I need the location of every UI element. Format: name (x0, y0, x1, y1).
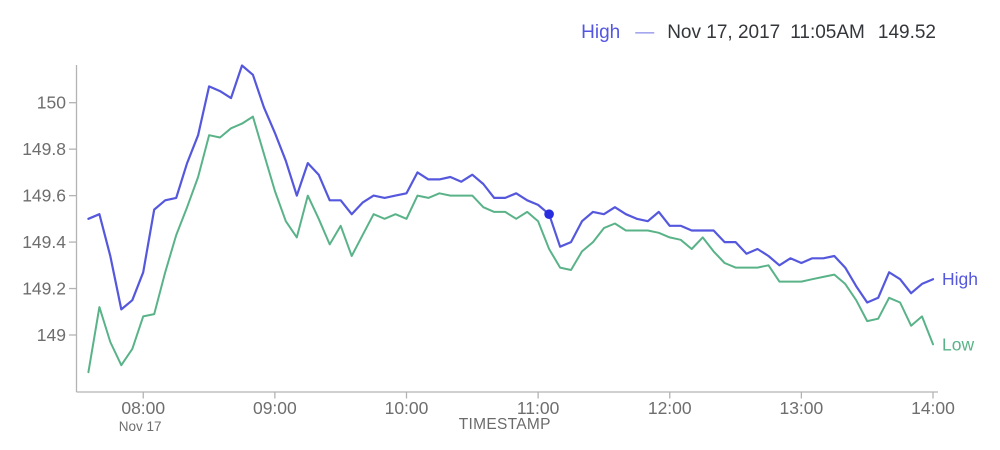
legend-value: 149.52 (877, 22, 936, 43)
x-tick-label: 12:00 (648, 398, 692, 418)
y-tick-label: 149.8 (22, 139, 66, 159)
high-end-label: High (942, 269, 978, 289)
y-tick-label: 149.4 (22, 232, 66, 252)
plot-hover-area[interactable] (77, 65, 939, 392)
y-tick-label: 149 (37, 325, 66, 345)
y-tick-label: 150 (37, 93, 66, 113)
x-tick-label: 13:00 (779, 398, 823, 418)
hovered-point-marker (544, 209, 554, 219)
x-tick-label: 10:00 (385, 398, 429, 418)
legend-date: Nov 17, 2017 (667, 22, 781, 43)
y-tick-label: 149.6 (22, 186, 66, 206)
x-tick-label: 11:00 (517, 398, 560, 418)
y-tick-label: 149.2 (22, 279, 66, 299)
legend-dash-icon: — (635, 22, 655, 43)
legend-series-label[interactable]: High (581, 22, 621, 43)
low-line (87, 115, 934, 374)
legend-time: 11:05AM (790, 22, 865, 43)
low-end-label: Low (942, 334, 974, 354)
x-tick-label: 09:00 (253, 398, 297, 418)
x-axis-date-sublabel: Nov 17 (119, 419, 162, 434)
hover-legend: High — Nov 17, 2017 11:05AM 149.52 (581, 21, 936, 45)
x-tick-label: 08:00 (121, 398, 165, 418)
high-line (87, 64, 935, 311)
x-axis-title: TIMESTAMP (459, 416, 551, 433)
x-tick-label: 14:00 (911, 398, 955, 418)
